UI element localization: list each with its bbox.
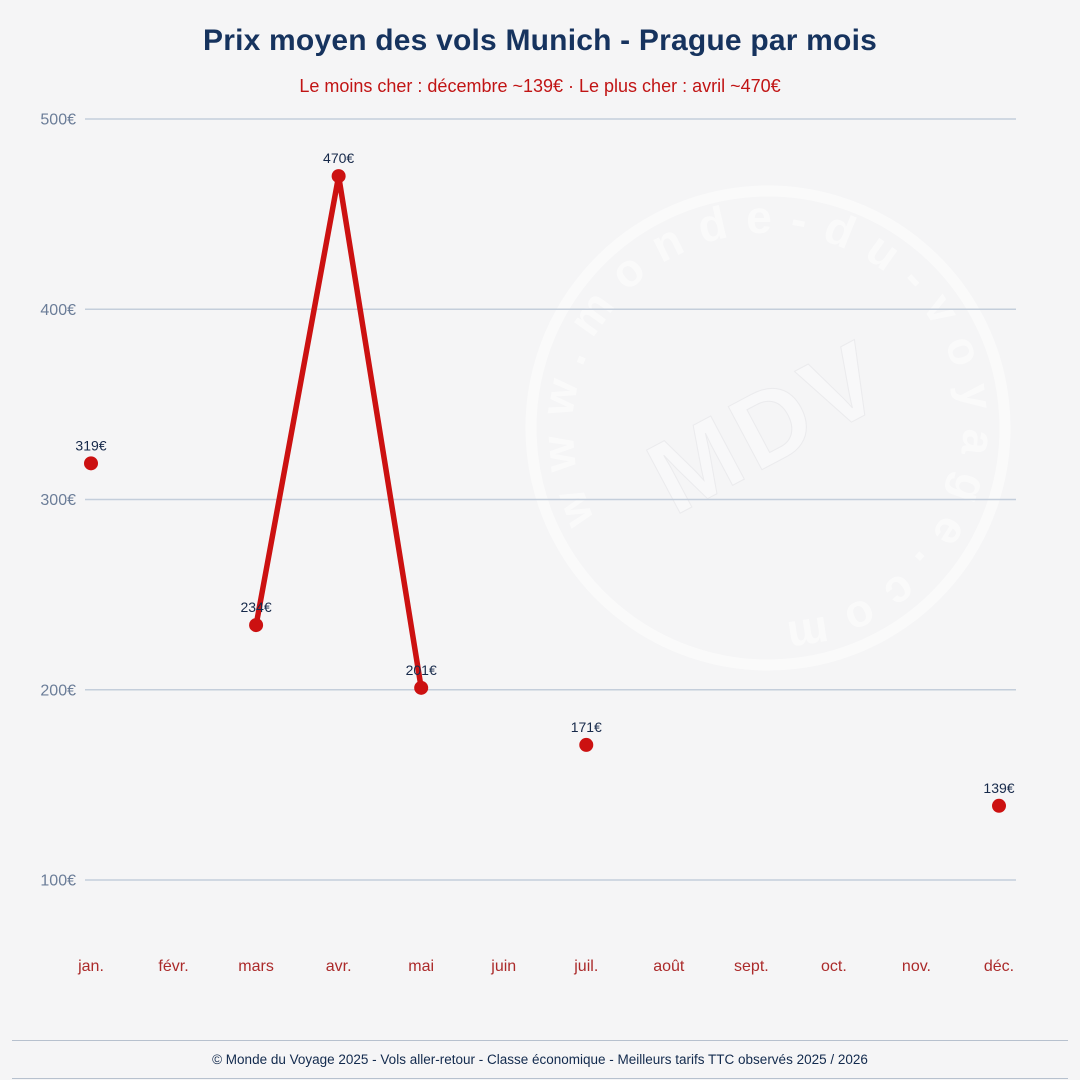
x-tick-label: févr.: [158, 958, 188, 975]
x-tick-label: déc.: [984, 958, 1014, 975]
data-point: [249, 618, 264, 633]
data-point-label: 319€: [75, 437, 106, 453]
x-axis-layer: jan. févr. mars avr. mai juin juil. août sept. oc…: [77, 958, 1014, 975]
x-tick-label: jan.: [77, 958, 104, 975]
data-point-label: 171€: [571, 719, 602, 735]
grid-layer: 100€ 200€ 300€ 400€ 500€: [40, 112, 1016, 890]
x-tick-label: avr.: [326, 958, 352, 975]
x-tick-label: août: [653, 958, 685, 975]
y-tick-label: 500€: [40, 112, 76, 129]
point-label-layer: 319€ 234€ 470€ 201€ 171€ 139€: [75, 150, 1014, 796]
chart-subtitle: Le moins cher : décembre ~139€ · Le plus…: [299, 76, 781, 96]
x-tick-label: mai: [408, 958, 434, 975]
y-tick-label: 100€: [40, 873, 76, 890]
watermark-center-text: MDV: [630, 317, 904, 536]
data-point-label: 201€: [406, 662, 437, 678]
data-point: [331, 169, 346, 184]
watermark-ring: [525, 185, 1011, 671]
x-tick-label: sept.: [734, 958, 769, 975]
price-line-segment: [253, 173, 424, 691]
data-point: [414, 680, 429, 695]
data-point: [992, 798, 1006, 813]
data-point-label: 470€: [323, 150, 354, 166]
x-tick-label: nov.: [902, 958, 931, 975]
y-tick-label: 400€: [40, 302, 76, 319]
footer: © Monde du Voyage 2025 - Vols aller-reto…: [12, 1040, 1068, 1079]
series-layer: [84, 169, 1006, 813]
x-tick-label: juil.: [573, 958, 598, 975]
footer-text: © Monde du Voyage 2025 - Vols aller-reto…: [212, 1052, 868, 1067]
x-tick-label: mars: [238, 958, 274, 975]
y-tick-label: 200€: [40, 682, 76, 699]
data-point: [84, 456, 98, 471]
y-tick-label: 300€: [40, 492, 76, 509]
data-point: [579, 737, 594, 752]
x-tick-label: juin: [490, 958, 516, 975]
data-point-label: 234€: [241, 599, 272, 615]
chart-title: Prix moyen des vols Munich - Prague par …: [203, 24, 877, 57]
data-point-label: 139€: [983, 780, 1014, 796]
watermark: www.monde-du-voyage.com MDV: [446, 107, 1080, 751]
x-tick-label: oct.: [821, 958, 847, 975]
